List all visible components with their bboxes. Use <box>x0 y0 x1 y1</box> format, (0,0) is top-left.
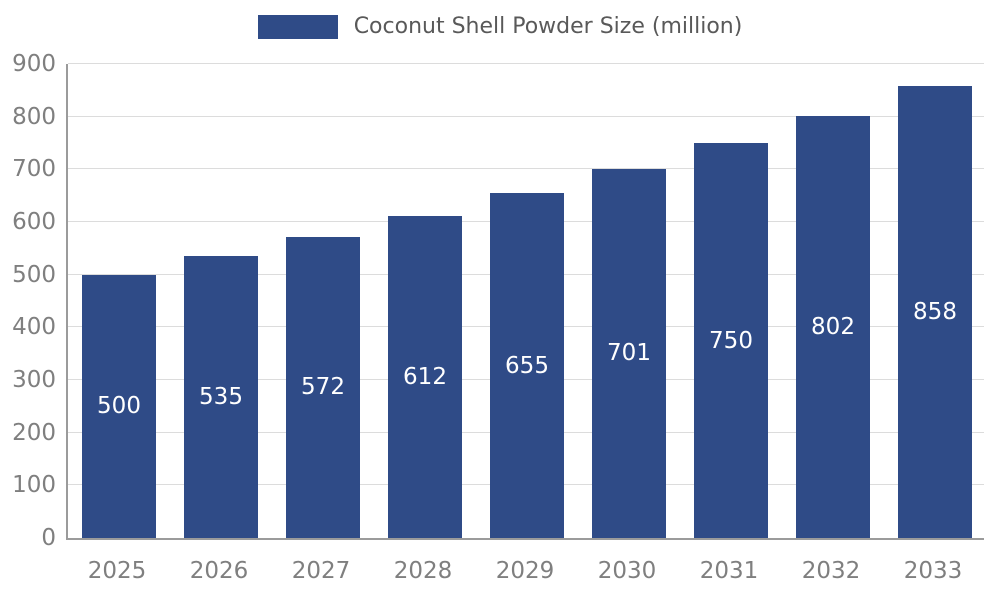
x-tick-label-2028: 2028 <box>393 558 453 584</box>
legend-swatch <box>257 14 338 39</box>
y-tick-label: 900 <box>12 51 56 77</box>
x-tick-label-2033: 2033 <box>903 558 963 584</box>
x-tick-label-2026: 2026 <box>189 558 249 584</box>
bar-value-label: 535 <box>199 384 243 411</box>
y-tick-label: 700 <box>12 156 56 183</box>
bar-2026: 535 <box>184 256 258 538</box>
bar-2031: 750 <box>694 143 768 538</box>
bar-value-label: 655 <box>505 352 549 379</box>
bar-2027: 572 <box>286 236 360 538</box>
x-tick-label-2025: 2025 <box>87 558 147 584</box>
bar-value-label: 572 <box>301 374 345 401</box>
bar-2033: 858 <box>898 86 972 538</box>
y-tick-label: 500 <box>12 261 56 288</box>
x-tick-label-2027: 2027 <box>291 558 351 584</box>
x-tick-label-2030: 2030 <box>597 558 657 584</box>
bar-2025: 500 <box>82 274 156 538</box>
bar-value-label: 802 <box>811 313 855 340</box>
gridline <box>68 168 984 170</box>
y-tick-label: 0 <box>41 525 56 551</box>
bar-value-label: 750 <box>709 327 753 354</box>
legend-label: Coconut Shell Powder Size (million) <box>353 14 743 39</box>
bar-2028: 612 <box>388 215 462 538</box>
y-tick-label: 300 <box>12 367 56 393</box>
bar-value-label: 858 <box>913 299 957 326</box>
chart-legend: Coconut Shell Powder Size (million) <box>0 14 1000 39</box>
bar-value-label: 612 <box>403 363 447 390</box>
bar-2030: 701 <box>592 168 666 538</box>
bar-2032: 802 <box>796 115 870 538</box>
y-tick-label: 800 <box>12 103 56 130</box>
bar-value-label: 701 <box>607 340 651 367</box>
x-tick-label-2032: 2032 <box>801 558 861 584</box>
bar-value-label: 500 <box>97 393 141 420</box>
y-tick-label: 200 <box>12 419 56 446</box>
y-tick-label: 400 <box>12 314 56 341</box>
bar-2029: 655 <box>490 193 564 538</box>
y-tick-label: 100 <box>12 472 56 499</box>
y-tick-label: 600 <box>12 209 56 235</box>
plot-area: 500 535 572 612 655 701 750 802 858 <box>66 63 984 540</box>
x-tick-label-2029: 2029 <box>495 558 555 584</box>
gridline <box>68 115 984 117</box>
x-tick-label-2031: 2031 <box>699 558 759 584</box>
gridline <box>68 63 984 64</box>
